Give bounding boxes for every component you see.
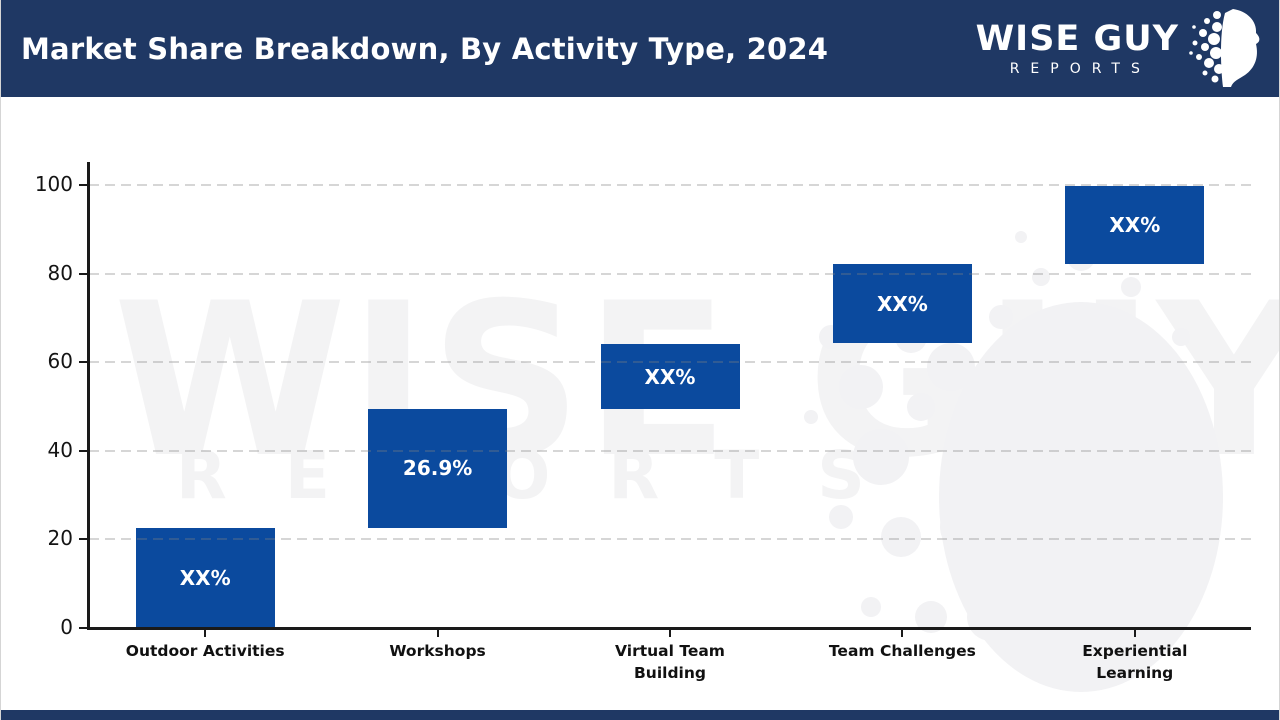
bar-value-label-outdoor-activities: XX% bbox=[179, 565, 231, 590]
brand-logo: WISE GUY REPORTS bbox=[976, 5, 1267, 93]
y-tick-100 bbox=[79, 184, 87, 186]
logo-face-icon bbox=[1181, 5, 1267, 93]
x-tick-workshops bbox=[436, 628, 439, 637]
bar-value-label-workshops: 26.9% bbox=[402, 456, 473, 481]
logo-subtitle: REPORTS bbox=[1009, 60, 1151, 77]
bar-outdoor-activities bbox=[135, 527, 275, 628]
bar-workshops bbox=[368, 408, 508, 528]
bar-experiential-learning bbox=[1065, 185, 1205, 264]
x-tick-outdoor-activities bbox=[204, 628, 207, 637]
y-tick-label-20: 20 bbox=[47, 526, 73, 551]
bar-virtual-team-building bbox=[600, 344, 740, 410]
y-tick-label-40: 40 bbox=[47, 437, 73, 462]
x-category-label-outdoor-activities: Outdoor Activities bbox=[125, 642, 285, 660]
x-category-label-workshops: Workshops bbox=[389, 642, 486, 660]
bar-value-label-experiential-learning: XX% bbox=[1109, 212, 1161, 237]
y-tick-label-80: 80 bbox=[47, 260, 73, 285]
y-tick-label-0: 0 bbox=[60, 615, 73, 639]
bar-value-label-virtual-team-building: XX% bbox=[644, 364, 696, 389]
y-tick-label-60: 60 bbox=[47, 349, 73, 374]
watermark-face-icon bbox=[751, 197, 1241, 710]
y-tick-40 bbox=[79, 449, 87, 452]
watermark-subtitle: REPORTS bbox=[176, 437, 923, 514]
header: Market Share Breakdown, By Activity Type… bbox=[1, 0, 1279, 97]
logo-wordmark: WISE GUY bbox=[975, 18, 1179, 59]
x-category-label-virtual-team-building: Virtual Team Building bbox=[615, 642, 725, 682]
y-tick-label-100: 100 bbox=[34, 172, 73, 196]
gridline-y40 bbox=[89, 449, 1251, 452]
bar-value-label-team-challenges: XX% bbox=[876, 291, 928, 316]
footer-band bbox=[1, 710, 1279, 720]
y-tick-60 bbox=[79, 361, 87, 364]
x-category-label-experiential-learning: Experiential Learning bbox=[1082, 642, 1188, 682]
gridline-y80 bbox=[89, 272, 1251, 275]
x-tick-experiential-learning bbox=[1133, 628, 1136, 637]
page-title: Market Share Breakdown, By Activity Type… bbox=[21, 31, 829, 66]
gridline-y60 bbox=[89, 361, 1251, 364]
y-tick-80 bbox=[79, 272, 87, 275]
bar-team-challenges bbox=[832, 263, 972, 344]
x-tick-team-challenges bbox=[901, 628, 904, 637]
x-tick-virtual-team-building bbox=[669, 628, 671, 637]
y-tick-20 bbox=[79, 538, 87, 541]
y-axis-line bbox=[87, 162, 90, 630]
x-category-label-team-challenges: Team Challenges bbox=[828, 642, 976, 660]
gridline-y100 bbox=[89, 184, 1251, 186]
y-tick-0 bbox=[79, 627, 87, 629]
gridline-y20 bbox=[89, 538, 1251, 541]
